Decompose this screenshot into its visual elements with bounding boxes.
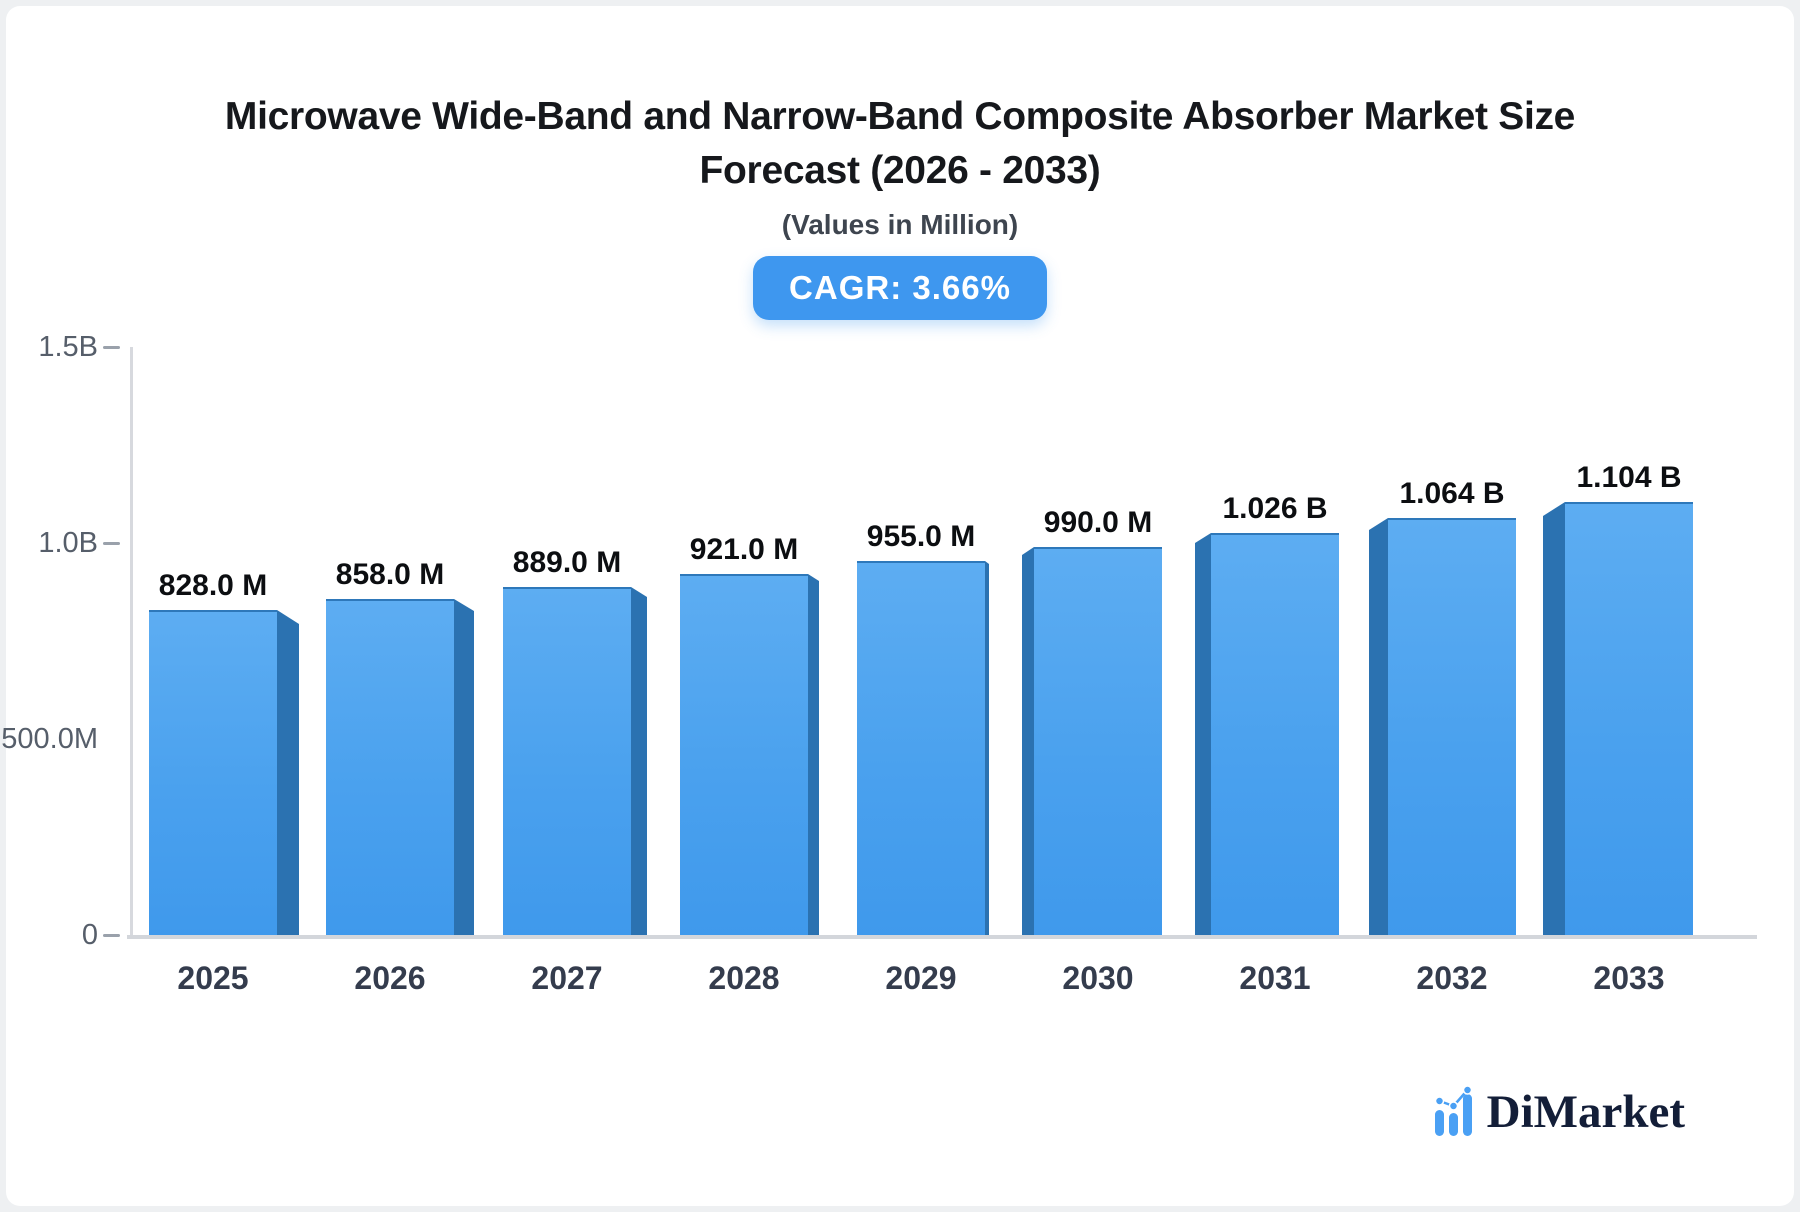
year-label: 2032 — [1416, 960, 1488, 996]
bar-2028 — [680, 574, 808, 935]
y-tick-label: 500.0M — [1, 723, 98, 755]
bar-2030 — [1034, 547, 1162, 935]
bars-container: 828.0 M 858.0 M 889.0 M 921.0 M 955.0 M 990.0… — [130, 347, 1800, 935]
bar-2031 — [1211, 533, 1339, 935]
bar-side-face — [277, 610, 299, 935]
bar-side-face — [1543, 502, 1565, 935]
year-label: 2030 — [1062, 960, 1134, 996]
value-label: 858.0 M — [335, 558, 445, 591]
chart-header: Microwave Wide-Band and Narrow-Band Comp… — [0, 92, 1800, 320]
bar-2029 — [857, 561, 985, 935]
bar-2027 — [503, 587, 631, 935]
bar-2033 — [1565, 502, 1693, 935]
year-label: 2025 — [177, 960, 249, 996]
bar-2032 — [1388, 518, 1516, 935]
bar-side-face — [1195, 533, 1211, 935]
year-label: 2026 — [354, 960, 426, 996]
bar-2025 — [149, 610, 277, 935]
value-label: 1.064 B — [1399, 477, 1505, 510]
bar-side-face — [1022, 547, 1034, 935]
bar-2026 — [326, 599, 454, 935]
value-label: 990.0 M — [1043, 506, 1153, 539]
year-label: 2028 — [708, 960, 780, 996]
y-tick-dash — [103, 934, 120, 937]
chart-title-line-2: Forecast (2026 - 2033) — [699, 149, 1101, 192]
bar-side-face — [454, 599, 474, 935]
y-tick-dash — [103, 346, 120, 349]
value-label: 828.0 M — [158, 569, 268, 602]
y-tick-label: 1.5B — [38, 331, 98, 363]
value-label: 889.0 M — [512, 546, 622, 579]
bar-side-face — [808, 574, 819, 935]
year-label: 2027 — [531, 960, 603, 996]
y-axis-line — [130, 347, 133, 938]
value-label: 921.0 M — [689, 533, 799, 566]
y-tick-label: 0 — [81, 919, 98, 951]
value-label: 1.104 B — [1576, 461, 1682, 494]
year-label: 2033 — [1593, 960, 1665, 996]
dimarket-logo: DiMarket — [1433, 1086, 1685, 1138]
logo-text: DiMarket — [1486, 1086, 1685, 1138]
chart-subtitle: (Values in Million) — [781, 209, 1019, 240]
bar-chart-icon — [1434, 1086, 1472, 1136]
bar-side-face — [631, 587, 647, 935]
x-axis-line — [127, 935, 1757, 939]
year-label: 2031 — [1239, 960, 1311, 996]
y-tick-dash — [103, 542, 120, 545]
value-label: 1.026 B — [1222, 492, 1328, 525]
year-label: 2029 — [885, 960, 957, 996]
bar-side-face — [985, 561, 989, 935]
cagr-badge: CAGR: 3.66% — [753, 256, 1047, 320]
value-label: 955.0 M — [866, 520, 976, 553]
y-tick-label: 1.0B — [38, 527, 98, 559]
bar-side-face — [1369, 518, 1388, 935]
chart-title-line-1: Microwave Wide-Band and Narrow-Band Comp… — [224, 95, 1576, 138]
